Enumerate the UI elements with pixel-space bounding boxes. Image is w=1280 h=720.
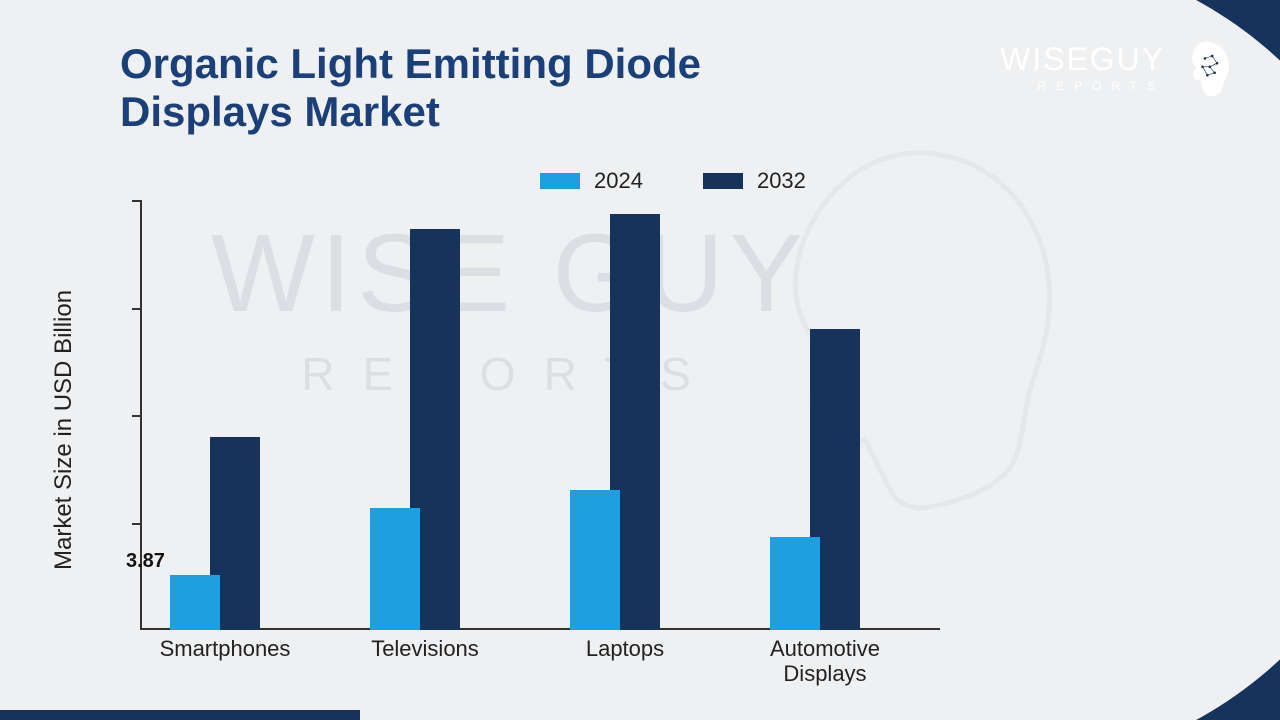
bar-group: [170, 200, 280, 630]
bar-value-label: 3.87: [126, 550, 165, 573]
stage: WISEGUY REPORTS WISE GUY REPORTS Organic…: [0, 0, 1280, 720]
category-label: Smartphones: [130, 636, 320, 661]
brand-logo-guy: GUY: [1090, 41, 1165, 77]
bar-2024: [170, 575, 220, 630]
legend-swatch: [703, 173, 743, 189]
bar-group: [770, 200, 880, 630]
legend-item-2032: 2032: [703, 168, 806, 194]
plot-area: 3.87SmartphonesTelevisionsLaptopsAutomot…: [140, 200, 940, 630]
bar-groups: 3.87: [140, 200, 940, 630]
brand-logo-wise: WISE: [1000, 41, 1090, 77]
y-tick: [132, 308, 140, 310]
legend-swatch: [540, 173, 580, 189]
brand-logo-main: WISEGUY: [1000, 43, 1165, 75]
category-label: Laptops: [530, 636, 720, 661]
y-axis-label: Market Size in USD Billion: [50, 290, 78, 570]
category-label: Televisions: [330, 636, 520, 661]
category-label: Automotive Displays: [730, 636, 920, 687]
brand-logo-text: WISEGUY REPORTS: [1000, 43, 1165, 93]
y-tick: [132, 415, 140, 417]
chart-title: Organic Light Emitting Diode Displays Ma…: [120, 40, 840, 137]
brand-logo: WISEGUY REPORTS: [1000, 38, 1250, 98]
brand-head-icon: [1175, 38, 1235, 98]
bar-2024: [570, 490, 620, 630]
legend-label: 2024: [594, 168, 643, 194]
y-tick: [132, 200, 140, 202]
legend-item-2024: 2024: [540, 168, 643, 194]
y-tick: [132, 523, 140, 525]
bar-2024: [370, 508, 420, 630]
legend: 2024 2032: [540, 168, 806, 194]
legend-label: 2032: [757, 168, 806, 194]
bottom-accent-bar: [0, 710, 360, 720]
bar-group: [570, 200, 680, 630]
bar-2024: [770, 537, 820, 630]
brand-logo-sub: REPORTS: [1037, 79, 1165, 93]
bar-group: [370, 200, 480, 630]
